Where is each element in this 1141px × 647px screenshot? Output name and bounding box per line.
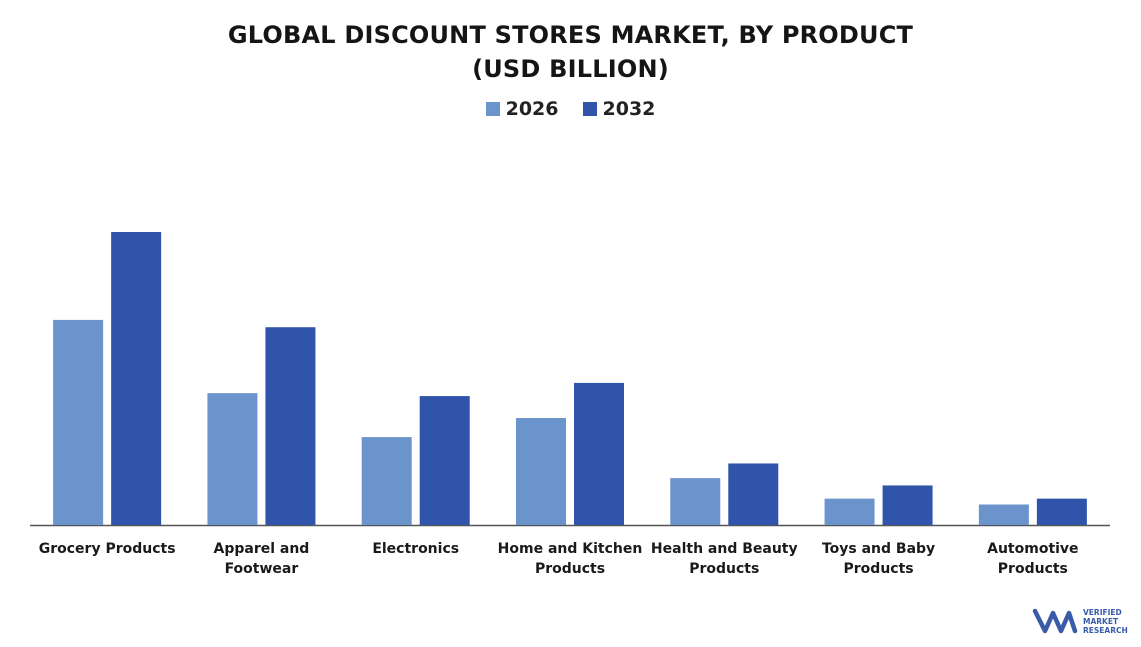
bar-2026-4 [670,478,721,525]
bar-2032-3 [574,382,624,525]
legend-swatch-2026 [485,102,500,116]
x-tick-label-6: Automotive Products [987,541,1078,577]
bar-2032-6 [1036,498,1087,525]
legend-swatch-2032 [582,102,597,116]
bar-2026-5 [824,498,875,525]
x-tick-label-5: Toys and Baby Products [822,541,935,577]
x-tick-label-2: Electronics [372,541,459,557]
bar-2032-2 [419,396,470,525]
bar-2032-1 [265,327,316,525]
bar-2032-0 [111,232,162,525]
x-tick-label-1: Apparel and Footwear [214,541,310,577]
bar-2026-0 [53,319,104,525]
bar-2026-6 [978,504,1029,525]
x-tick-label-3: Home and Kitchen Products [498,541,643,577]
x-tick-label-4: Health and Beauty Products [651,541,798,577]
chart-title: GLOBAL DISCOUNT STORES MARKET, BY PRODUC… [0,18,1141,86]
bar-2026-3 [516,418,566,525]
bar-2026-2 [361,437,412,525]
chart-title-line-2: (USD BILLION) [472,55,669,83]
legend-label-2026: 2026 [505,98,559,120]
bar-2032-4 [728,463,779,525]
logo-text-line-3: RESEARCH [1083,626,1128,635]
legend-label-2032: 2032 [602,98,656,120]
bar-2026-1 [207,393,258,525]
chart-legend: 2026 2032 [0,98,1141,120]
legend-item-2026: 2026 [485,98,559,120]
chart-title-line-1: GLOBAL DISCOUNT STORES MARKET, BY PRODUC… [227,21,914,49]
logo-text-line-2: MARKET [1083,617,1119,626]
verified-market-research-logo: VERIFIED MARKET RESEARCH [1032,608,1128,635]
logo-text-line-1: VERIFIED [1083,608,1122,617]
x-tick-label-0: Grocery Products [39,541,176,557]
bar-2032-5 [882,485,933,525]
vmr-logo-mark [1032,608,1078,634]
legend-item-2032: 2032 [582,98,656,120]
